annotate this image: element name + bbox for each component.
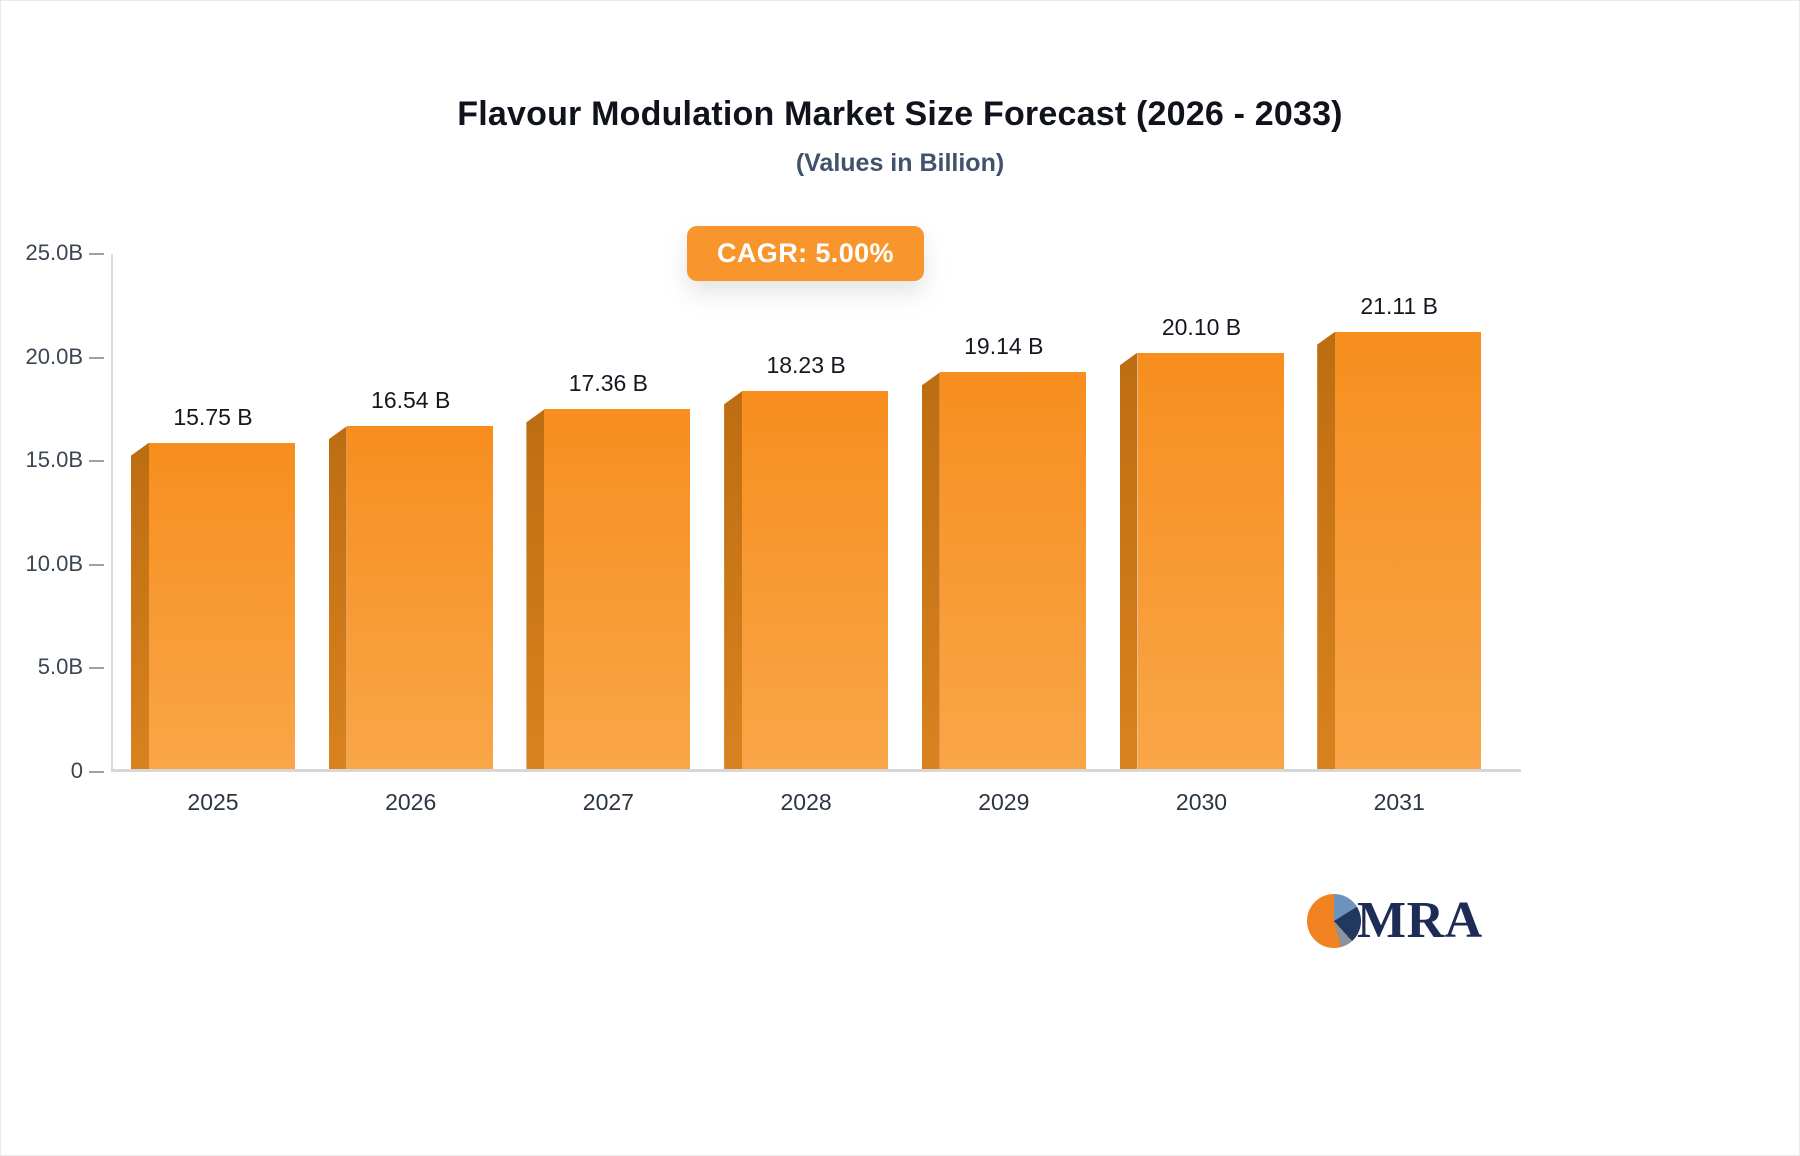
y-tick-mark: [89, 667, 104, 670]
x-tick-label-2031: 2031: [1373, 789, 1425, 815]
bar-2029: [921, 372, 1086, 769]
bar-side-face: [526, 409, 545, 769]
bar-front-face: [1335, 331, 1482, 769]
y-tick-mark: [89, 253, 104, 255]
y-tick-label: 15.0B: [25, 447, 84, 473]
bar-value-label: 18.23 B: [766, 352, 846, 379]
bar-front-face: [346, 426, 493, 769]
bar-front-face: [544, 409, 691, 769]
chart-title: Flavour Modulation Market Size Forecast …: [457, 95, 1343, 133]
bar-value-label: 16.54 B: [371, 387, 451, 414]
bar-group-2029: 19.14 B: [921, 254, 1086, 769]
bar-side-face: [1317, 331, 1336, 769]
chart-subtitle: (Values in Billion): [795, 149, 1005, 177]
bar-value-label: 17.36 B: [568, 370, 649, 397]
cagr-badge: CAGR: 5.00%: [687, 226, 924, 281]
x-tick-label-2027: 2027: [582, 789, 634, 815]
logo-text: MRA: [1357, 892, 1483, 949]
x-tick-label-2026: 2026: [385, 789, 437, 815]
y-tick-label: 0: [70, 758, 83, 783]
y-tick-mark: [89, 563, 104, 566]
bar-value-label: 19.14 B: [964, 333, 1044, 360]
bar-2026: [328, 426, 493, 769]
x-tick-label-2029: 2029: [978, 789, 1030, 815]
bar-2028: [724, 391, 889, 769]
y-tick-label: 25.0B: [25, 240, 84, 265]
bar-2025: [131, 442, 295, 769]
bar-value-label: 21.11 B: [1360, 292, 1438, 319]
bar-group-2025: 15.75 B: [131, 254, 295, 769]
bar-group-2028: 18.23 B: [724, 254, 889, 769]
bar-2031: [1317, 331, 1482, 769]
y-tick-label: 20.0B: [25, 343, 84, 369]
x-tick-label-2025: 2025: [187, 789, 239, 815]
bar-front-face: [149, 442, 295, 769]
bar-front-face: [1137, 352, 1284, 769]
bar-front-face: [939, 372, 1086, 769]
bar-side-face: [724, 391, 743, 769]
bar-value-label: 15.75 B: [173, 403, 253, 430]
plot-area: 25.0B 20.0B 15.0B 10.0B 5.0B 0 15.75 B 2025 16.5…: [26, 240, 1521, 815]
bar-value-label: 20.10 B: [1161, 313, 1242, 340]
bar-front-face: [742, 391, 889, 769]
bar-side-face: [131, 442, 149, 769]
bar-group-2027: 17.36 B: [526, 254, 691, 769]
brand-logo: MRA: [1307, 891, 1483, 950]
bar-group-2030: 20.10 B: [1119, 254, 1284, 769]
bar-group-2031: 21.11 B: [1317, 254, 1482, 769]
bar-group-2026: 16.54 B: [328, 254, 493, 769]
x-tick-label-2028: 2028: [780, 789, 832, 815]
y-tick-label: 5.0B: [37, 654, 83, 680]
bar-2027: [526, 409, 691, 769]
y-tick-mark: [89, 771, 104, 773]
pie-chart-logo-icon: [1307, 893, 1361, 948]
bar-side-face: [328, 426, 347, 769]
y-tick-mark: [89, 460, 104, 463]
y-tick-label: 10.0B: [25, 550, 84, 576]
y-tick-mark: [89, 356, 104, 359]
bar-2030: [1119, 352, 1284, 769]
bar-side-face: [921, 372, 940, 769]
x-tick-label-2030: 2030: [1175, 789, 1228, 815]
bar-side-face: [1119, 352, 1138, 769]
